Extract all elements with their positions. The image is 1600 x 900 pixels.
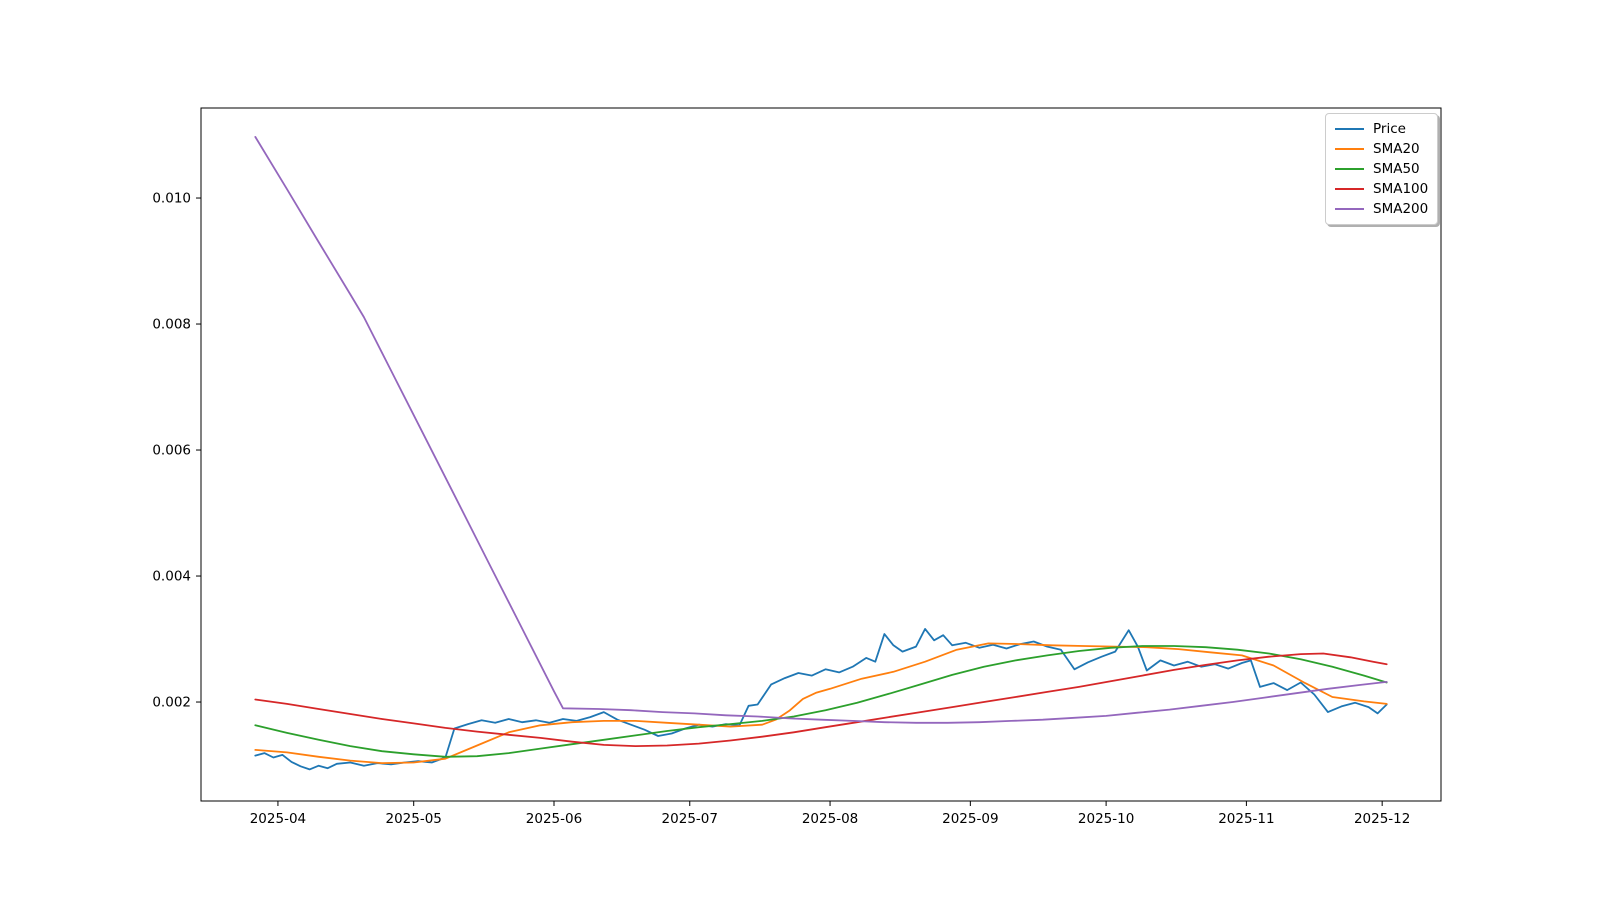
series-line-sma50 [254,645,1388,758]
legend-item-sma100: SMA100 [1335,179,1428,199]
legend-label: SMA200 [1373,201,1429,217]
legend-label: SMA20 [1373,141,1420,157]
series-lines [254,135,1388,771]
x-tick-label: 2025-11 [1218,811,1274,827]
series-line-sma100 [254,652,1388,747]
x-tick-label: 2025-10 [1078,811,1134,827]
x-tick-label: 2025-08 [802,811,858,827]
legend-item-sma20: SMA20 [1335,139,1428,159]
series-line-price [254,628,1388,771]
y-tick-label: 0.002 [152,695,191,711]
legend-item-sma200: SMA200 [1335,199,1428,219]
x-tick-label: 2025-04 [250,811,306,827]
legend-item-price: Price [1335,119,1428,139]
legend: Price SMA20 SMA50 SMA100 SMA200 [1325,113,1439,225]
x-tick-label: 2025-05 [385,811,441,827]
legend-line-swatch [1335,148,1364,150]
y-axis: 0.002 0.004 0.006 0.008 0.010 [152,191,201,711]
legend-line-swatch [1335,208,1364,210]
series-line-sma200 [254,135,1388,724]
x-tick-label: 2025-12 [1354,811,1410,827]
legend-label: SMA100 [1373,181,1429,197]
legend-label: SMA50 [1373,161,1420,177]
x-axis: 2025-04 2025-05 2025-06 2025-07 2025-08 2025-… [250,801,1410,827]
y-tick-label: 0.006 [152,443,191,459]
x-tick-label: 2025-06 [526,811,582,827]
y-tick-label: 0.004 [152,569,191,585]
y-tick-label: 0.010 [152,191,191,207]
series-line-sma20 [254,642,1388,764]
legend-line-swatch [1335,168,1364,170]
x-tick-label: 2025-09 [942,811,998,827]
y-tick-label: 0.008 [152,317,191,333]
legend-line-swatch [1335,188,1364,190]
legend-label: Price [1373,121,1406,137]
legend-item-sma50: SMA50 [1335,159,1428,179]
legend-line-swatch [1335,128,1364,130]
plot-frame [200,107,1442,802]
x-tick-label: 2025-07 [662,811,718,827]
